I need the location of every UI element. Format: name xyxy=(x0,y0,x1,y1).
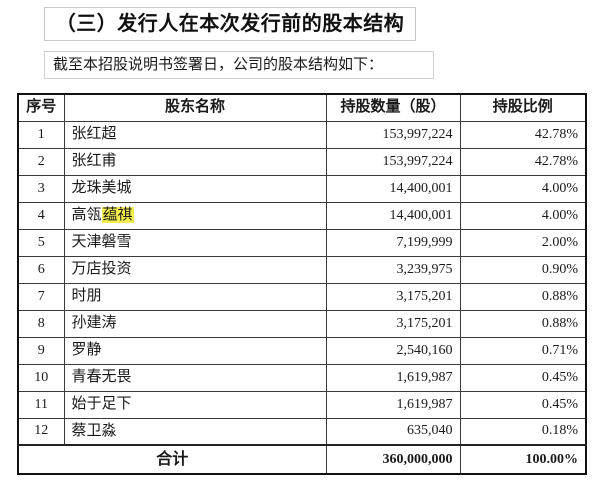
row-index: 2 xyxy=(17,147,65,176)
table-row: 7 时朋 3,175,201 0.88% xyxy=(17,282,587,311)
row-index: 11 xyxy=(17,390,65,419)
table-row: 10 青春无畏 1,619,987 0.45% xyxy=(17,363,587,392)
table-row: 2 张红甫 153,997,224 42.78% xyxy=(17,147,587,176)
table-row: 4 高瓴蕴祺 14,400,001 4.00% xyxy=(17,201,587,230)
shareholder-name-plain: 高瓴 xyxy=(71,207,102,223)
intro-paragraph: 截至本招股说明书签署日，公司的股本结构如下： xyxy=(44,51,434,79)
shareholder-name: 蔡卫淼 xyxy=(63,417,327,446)
shareholder-name: 张红超 xyxy=(63,120,327,149)
row-index: 12 xyxy=(17,417,65,446)
shareholding-percent: 42.78% xyxy=(459,147,587,176)
row-index: 7 xyxy=(17,282,65,311)
shareholder-name: 始于足下 xyxy=(63,390,327,419)
shareholding-quantity: 14,400,001 xyxy=(325,201,461,230)
row-index: 5 xyxy=(17,228,65,257)
total-label: 合计 xyxy=(17,444,327,475)
shareholder-name: 时朋 xyxy=(63,282,327,311)
row-index: 6 xyxy=(17,255,65,284)
column-header-name: 股东名称 xyxy=(63,93,327,122)
shareholding-percent: 0.18% xyxy=(459,417,587,446)
table-header: 序号 股东名称 持股数量（股） 持股比例 xyxy=(17,93,587,122)
shareholding-quantity: 1,619,987 xyxy=(325,390,461,419)
table-row: 3 龙珠美城 14,400,001 4.00% xyxy=(17,174,587,203)
shareholding-percent: 4.00% xyxy=(459,174,587,203)
table-row: 8 孙建涛 3,175,201 0.88% xyxy=(17,309,587,338)
column-header-percent: 持股比例 xyxy=(459,93,587,122)
column-header-quantity: 持股数量（股） xyxy=(325,93,461,122)
shareholding-quantity: 3,175,201 xyxy=(325,282,461,311)
share-structure-table: 序号 股东名称 持股数量（股） 持股比例 1 张红超 153,997,224 42.7… xyxy=(17,93,587,475)
shareholding-percent: 0.90% xyxy=(459,255,587,284)
shareholding-percent: 0.71% xyxy=(459,336,587,365)
section-heading-text: （三）发行人在本次发行前的股本结构 xyxy=(55,13,405,35)
shareholding-percent: 2.00% xyxy=(459,228,587,257)
table-row: 6 万店投资 3,239,975 0.90% xyxy=(17,255,587,284)
section-heading: （三）发行人在本次发行前的股本结构 xyxy=(44,7,416,41)
shareholding-quantity: 1,619,987 xyxy=(325,363,461,392)
row-index: 1 xyxy=(17,120,65,149)
share-structure-table-wrapper: 序号 股东名称 持股数量（股） 持股比例 1 张红超 153,997,224 42.7… xyxy=(17,93,587,475)
row-index: 9 xyxy=(17,336,65,365)
row-index: 8 xyxy=(17,309,65,338)
shareholder-name: 万店投资 xyxy=(63,255,327,284)
shareholding-quantity: 153,997,224 xyxy=(325,147,461,176)
shareholding-quantity: 2,540,160 xyxy=(325,336,461,365)
shareholding-quantity: 7,199,999 xyxy=(325,228,461,257)
table-row: 11 始于足下 1,619,987 0.45% xyxy=(17,390,587,419)
column-header-index: 序号 xyxy=(17,93,65,122)
row-index: 3 xyxy=(17,174,65,203)
shareholding-percent: 4.00% xyxy=(459,201,587,230)
table-footer: 合计 360,000,000 100.00% xyxy=(17,444,587,475)
shareholding-percent: 42.78% xyxy=(459,120,587,149)
shareholding-percent: 0.88% xyxy=(459,309,587,338)
table-row: 9 罗静 2,540,160 0.71% xyxy=(17,336,587,365)
table-row: 5 天津磐雪 7,199,999 2.00% xyxy=(17,228,587,257)
shareholding-quantity: 14,400,001 xyxy=(325,174,461,203)
shareholding-quantity: 153,997,224 xyxy=(325,120,461,149)
shareholder-name: 龙珠美城 xyxy=(63,174,327,203)
intro-paragraph-text: 截至本招股说明书签署日，公司的股本结构如下： xyxy=(53,56,384,73)
shareholder-name: 罗静 xyxy=(63,336,327,365)
row-index: 4 xyxy=(17,201,65,230)
shareholder-name: 孙建涛 xyxy=(63,309,327,338)
row-index: 10 xyxy=(17,363,65,392)
table-body: 1 张红超 153,997,224 42.78% 2 张红甫 153,997,224 42.7… xyxy=(17,120,587,446)
shareholding-percent: 0.88% xyxy=(459,282,587,311)
shareholding-percent: 0.45% xyxy=(459,390,587,419)
total-percent: 100.00% xyxy=(459,444,587,475)
shareholder-name: 天津磐雪 xyxy=(63,228,327,257)
shareholder-name: 高瓴蕴祺 xyxy=(63,201,327,230)
table-row: 12 蔡卫淼 635,040 0.18% xyxy=(17,417,587,446)
shareholding-percent: 0.45% xyxy=(459,363,587,392)
table-total-row: 合计 360,000,000 100.00% xyxy=(17,444,587,475)
shareholder-name-highlighted: 蕴祺 xyxy=(101,207,134,223)
shareholder-name: 青春无畏 xyxy=(63,363,327,392)
shareholding-quantity: 3,175,201 xyxy=(325,309,461,338)
table-row: 1 张红超 153,997,224 42.78% xyxy=(17,120,587,149)
shareholder-name: 张红甫 xyxy=(63,147,327,176)
shareholding-quantity: 3,239,975 xyxy=(325,255,461,284)
total-quantity: 360,000,000 xyxy=(325,444,461,475)
table-header-row: 序号 股东名称 持股数量（股） 持股比例 xyxy=(17,93,587,122)
shareholding-quantity: 635,040 xyxy=(325,417,461,446)
